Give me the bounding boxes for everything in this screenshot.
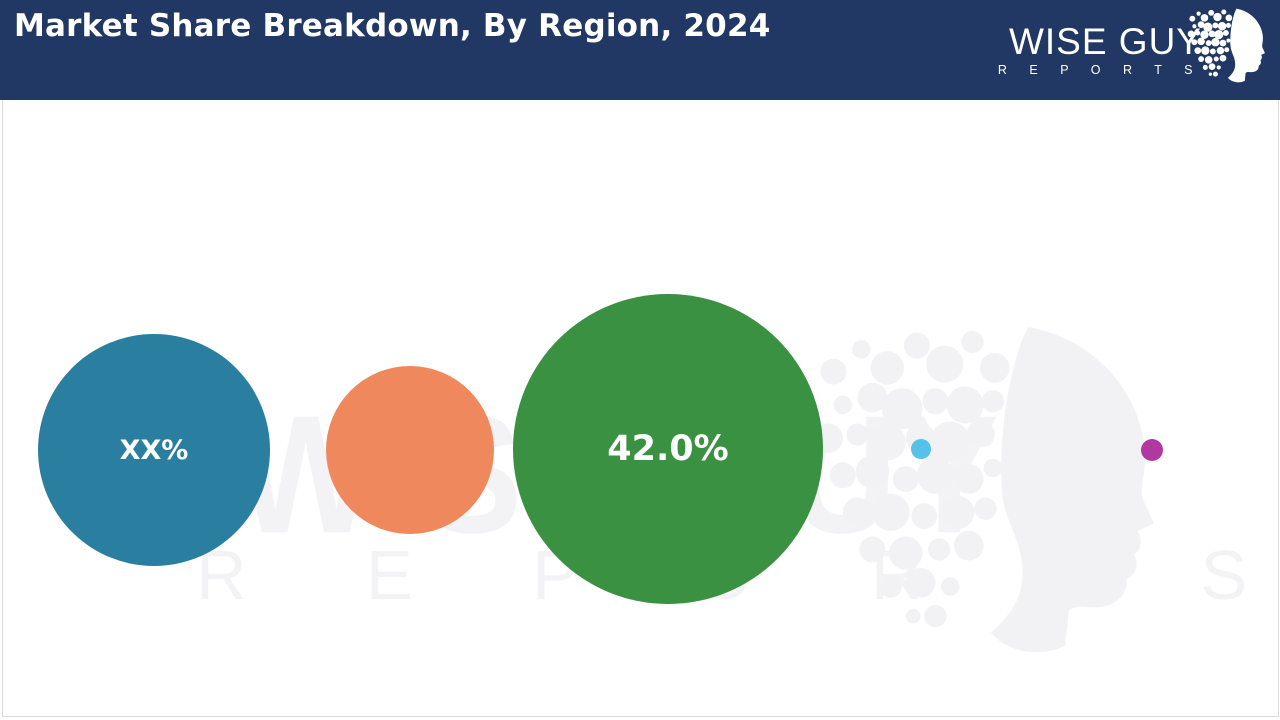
wiseguy-head-icon <box>1187 8 1265 83</box>
watermark-head-icon <box>813 327 1155 653</box>
bubble-chart: WISE GUY R E P O R T S XX% 42.0% North A… <box>0 100 1280 720</box>
bubble-europe <box>326 366 494 534</box>
bubble-south-america <box>911 439 931 459</box>
logo-subtext: R E P O R T S <box>997 62 1202 77</box>
bubble-apac: 42.0% <box>513 294 823 604</box>
logo-wordmark: WISE GUY <box>1008 21 1202 63</box>
bubble-north-america: XX% <box>38 334 270 566</box>
wiseguy-logo: WISE GUY R E P O R T S <box>994 6 1270 86</box>
bubble-value-label: XX% <box>119 434 189 466</box>
logo-text: WISE GUY R E P O R T S <box>994 21 1202 77</box>
page-title: Market Share Breakdown, By Region, 2024 <box>14 8 771 44</box>
header-bar: Market Share Breakdown, By Region, 2024 … <box>0 0 1280 100</box>
bubble-mea <box>1141 439 1163 461</box>
bubble-value-label: 42.0% <box>607 429 729 469</box>
